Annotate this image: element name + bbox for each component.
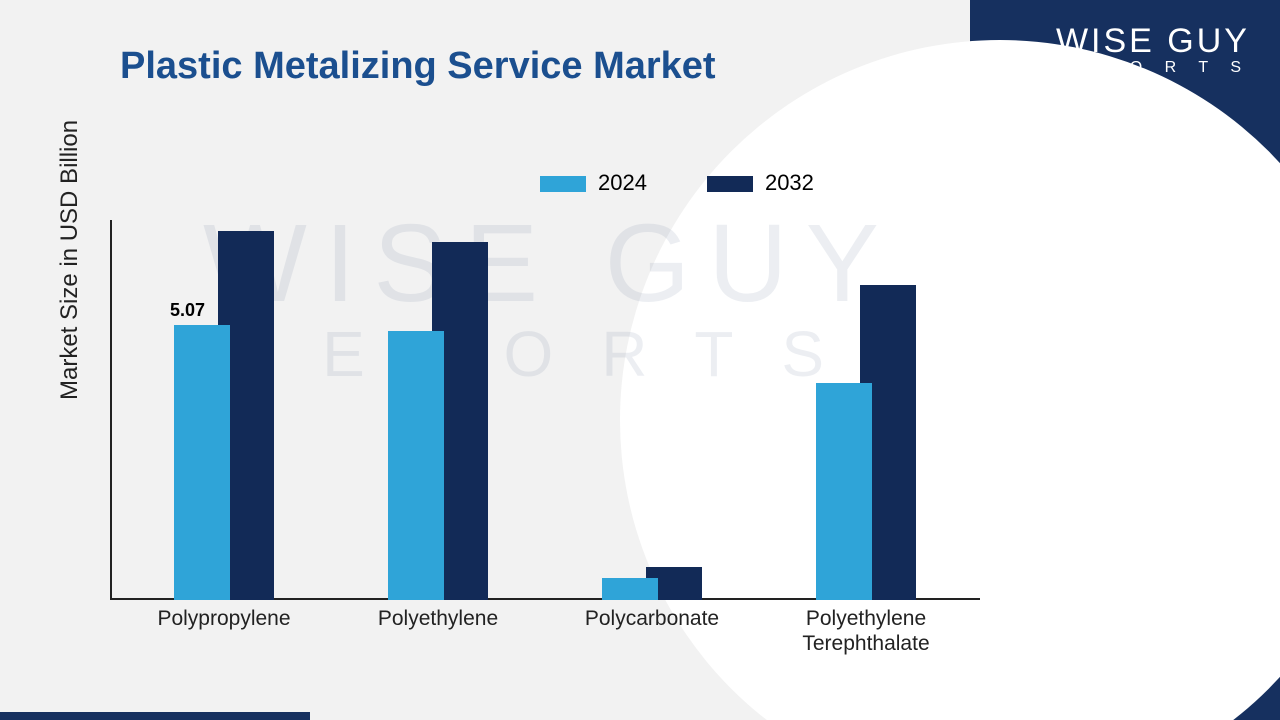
value-label: 5.07 — [170, 300, 205, 321]
plot-area: Polypropylene5.07PolyethylenePolycarbona… — [110, 220, 980, 600]
bottom-strip — [0, 712, 310, 720]
chart-card: WISE GUY R E P O R T S WISE GUY REPORTS … — [0, 0, 1280, 720]
legend-label-2024: 2024 — [598, 170, 647, 195]
brand-logo: WISE GUY R E P O R T S — [1030, 22, 1250, 77]
legend-label-2032: 2032 — [765, 170, 814, 195]
x-axis-label: Polypropylene — [124, 600, 324, 631]
x-axis-label: Polyethylene — [338, 600, 538, 631]
chart-title: Plastic Metalizing Service Market — [120, 45, 716, 88]
brand-line1: WISE GUY — [1030, 22, 1250, 61]
legend-item-2032: 2032 — [707, 170, 814, 196]
legend: 2024 2032 — [540, 170, 814, 196]
x-axis-label: Polycarbonate — [552, 600, 752, 631]
legend-item-2024: 2024 — [540, 170, 647, 196]
bar-2024 — [602, 578, 658, 600]
bar-2024 — [174, 325, 230, 600]
bar-2024 — [388, 331, 444, 600]
bar-2024 — [816, 383, 872, 600]
y-axis-line — [110, 220, 112, 600]
brand-line2: R E P O R T S — [1030, 59, 1250, 77]
x-axis-label: Polyethylene Terephthalate — [766, 600, 966, 656]
y-axis-label: Market Size in USD Billion — [56, 120, 84, 400]
